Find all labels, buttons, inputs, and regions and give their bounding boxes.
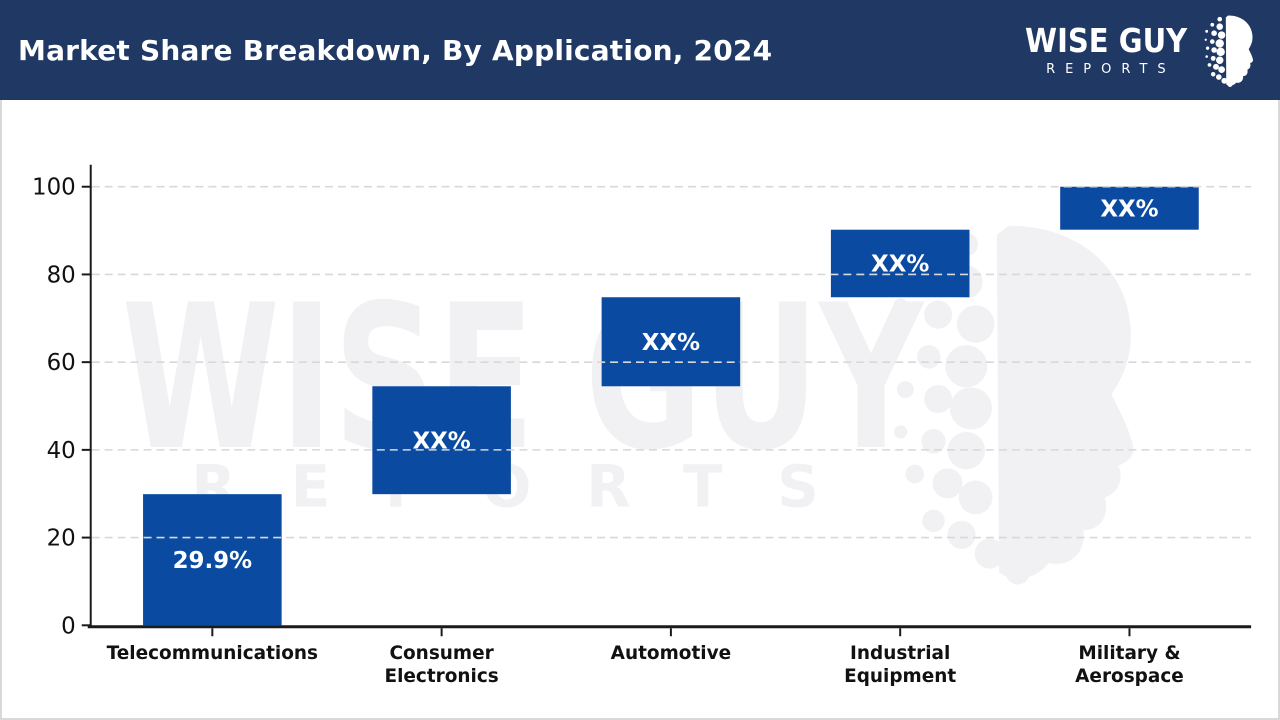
gridlines [91, 185, 1252, 539]
x-category-label-military-aerospace: Military & Aerospace [1075, 643, 1184, 687]
bar-value-labels: 29.9% XX% XX% XX% XX% [173, 196, 1159, 574]
chart-area: WISE GUY REPORTS 0 20 40 60 80 100 Telecommuni… [0, 100, 1280, 720]
wiseguy-head-icon [1204, 15, 1254, 87]
header-bar: Market Share Breakdown, By Application, … [0, 0, 1280, 100]
bar-value-label-telecommunications: 29.9% [173, 548, 253, 574]
bar-value-label-consumer-electronics: XX% [412, 428, 470, 454]
bar-value-label-military-aerospace: XX% [1100, 196, 1158, 222]
waterfall-chart: WISE GUY REPORTS 0 20 40 60 80 100 Telecommuni… [32, 164, 1252, 687]
wiseguy-logo-text: WISE GUY REPORTS [1014, 24, 1198, 76]
logo-brand-subtitle: REPORTS [1046, 62, 1176, 77]
bar-consumer-electronics [372, 386, 511, 495]
bar-telecommunications [143, 494, 282, 626]
y-tick-label-80: 80 [47, 262, 76, 288]
y-tick-label-60: 60 [47, 350, 76, 376]
bars [143, 186, 1199, 626]
watermark-text-line2: REPORTS [191, 453, 873, 521]
y-tick-label-0: 0 [61, 613, 76, 639]
axes: 0 20 40 60 80 100 Telecommunications Consumer El… [32, 164, 1252, 687]
page-title: Market Share Breakdown, By Application, … [18, 33, 773, 67]
x-category-label-consumer-electronics: Consumer Electronics [384, 643, 498, 687]
x-category-label-automotive: Automotive [611, 643, 731, 664]
bar-value-label-automotive: XX% [642, 330, 700, 356]
bar-military-aerospace [1060, 186, 1199, 230]
y-tick-label-20: 20 [47, 526, 76, 552]
watermark-text-line1: WISE GUY [122, 262, 925, 494]
bar-value-label-industrial-equipment: XX% [871, 252, 929, 278]
bar-industrial-equipment [830, 229, 970, 298]
y-tick-label-40: 40 [47, 438, 76, 464]
bar-automotive [601, 297, 741, 387]
y-tick-label-100: 100 [32, 175, 76, 201]
x-category-label-industrial-equipment: Industrial Equipment [844, 643, 956, 687]
logo-brand-name: WISE GUY [1024, 21, 1187, 60]
wiseguy-logo: WISE GUY REPORTS [1014, 11, 1258, 89]
x-category-label-telecommunications: Telecommunications [107, 643, 318, 664]
